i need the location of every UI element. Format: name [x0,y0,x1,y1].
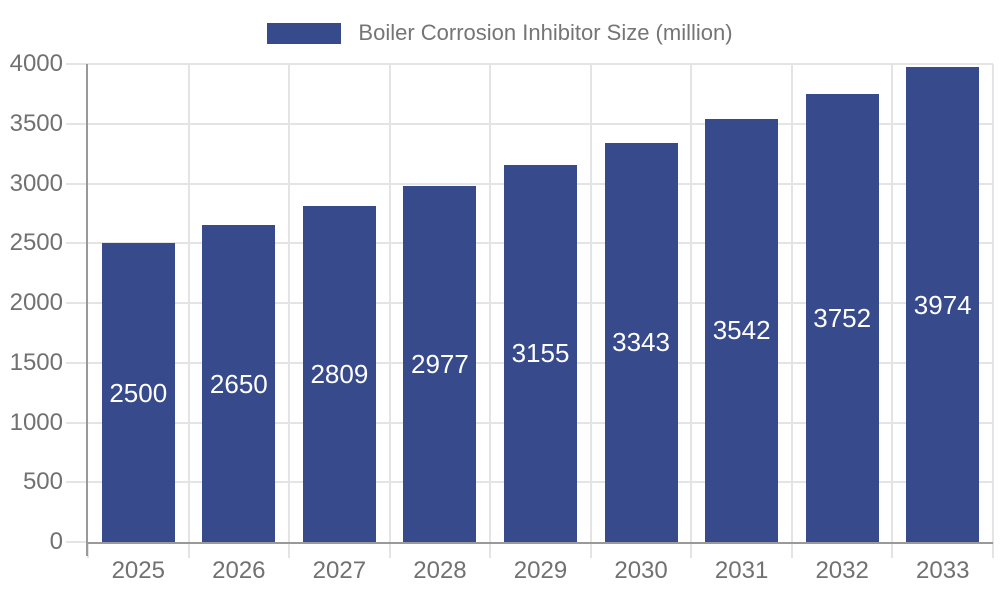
bar-2027[interactable] [302,206,376,542]
x-axis-tick [489,542,492,558]
legend-label: Boiler Corrosion Inhibitor Size (million… [358,20,733,45]
bar-2033[interactable] [906,67,980,542]
x-gridline [589,64,592,542]
y-axis-label: 2000 [9,289,63,316]
bar-2031[interactable] [705,118,779,542]
x-axis-line [86,542,993,544]
bar-2032[interactable] [805,93,879,542]
x-gridline [388,64,391,542]
x-axis-label: 2029 [513,557,568,584]
y-axis-tick [66,541,88,543]
x-gridline [992,64,994,542]
y-axis-label: 3500 [9,109,63,137]
x-gridline [187,64,190,542]
x-axis-tick [589,542,592,558]
legend-item[interactable]: Boiler Corrosion Inhibitor Size (million… [267,20,733,46]
x-axis-label: 2031 [714,557,769,584]
y-axis-tick [66,302,88,304]
bar-2026[interactable] [202,225,276,542]
y-axis-label: 0 [49,528,63,555]
y-axis-line [86,64,88,556]
x-axis-tick [187,542,190,558]
x-gridline [489,64,492,542]
bar-value-label: 3974 [913,289,972,320]
plot-area: 0 500 1000 1500 2000 2500 3000 3500 4000 2500 2025… [10,52,994,583]
bar-2028[interactable] [403,186,477,542]
bar-value-label: 3542 [712,315,771,346]
x-gridline [790,64,793,542]
x-gridline [288,64,291,542]
x-gridline [690,64,693,542]
x-axis-label: 2030 [614,557,668,584]
y-gridline [88,63,993,65]
y-axis-label: 4000 [9,50,63,77]
bar-value-label: 3155 [511,338,570,369]
x-axis-label: 2026 [212,557,266,584]
bar-value-label: 2500 [109,377,168,408]
x-axis-tick [388,542,391,558]
y-axis-tick [66,421,88,424]
x-axis-tick [891,542,894,558]
y-axis-label: 1500 [9,348,63,376]
x-axis-tick [992,542,994,558]
legend: Boiler Corrosion Inhibitor Size (million… [0,20,1000,46]
x-axis-label: 2027 [312,557,367,584]
bar-2029[interactable] [504,164,577,542]
y-axis-tick [66,63,88,65]
y-axis-tick [66,122,88,125]
x-axis-label: 2032 [815,557,869,584]
y-axis-tick [66,481,88,484]
x-axis-label: 2028 [413,557,467,584]
bar-value-label: 2977 [411,349,469,380]
bar-value-label: 2809 [310,359,369,390]
y-gridline [88,122,993,125]
bar-2030[interactable] [604,142,678,542]
x-axis-label: 2033 [916,557,970,584]
y-axis-tick [66,242,88,245]
x-axis-tick [87,542,89,558]
y-axis-tick [66,182,88,185]
bar-value-label: 2650 [209,368,268,399]
y-axis-label: 500 [22,468,63,496]
legend-swatch [267,22,342,44]
bar-value-label: 3752 [813,302,872,333]
y-axis-label: 2500 [9,229,63,257]
y-axis-label: 3000 [9,169,63,197]
bar-2025[interactable] [101,243,175,542]
x-axis-tick [790,542,793,558]
x-axis-tick [690,542,693,558]
x-axis-tick [288,542,291,558]
y-axis-tick [66,361,88,364]
y-axis-label: 1000 [9,408,63,436]
x-axis-label: 2025 [111,557,165,584]
x-gridline [891,64,894,542]
bar-value-label: 3343 [612,327,670,358]
